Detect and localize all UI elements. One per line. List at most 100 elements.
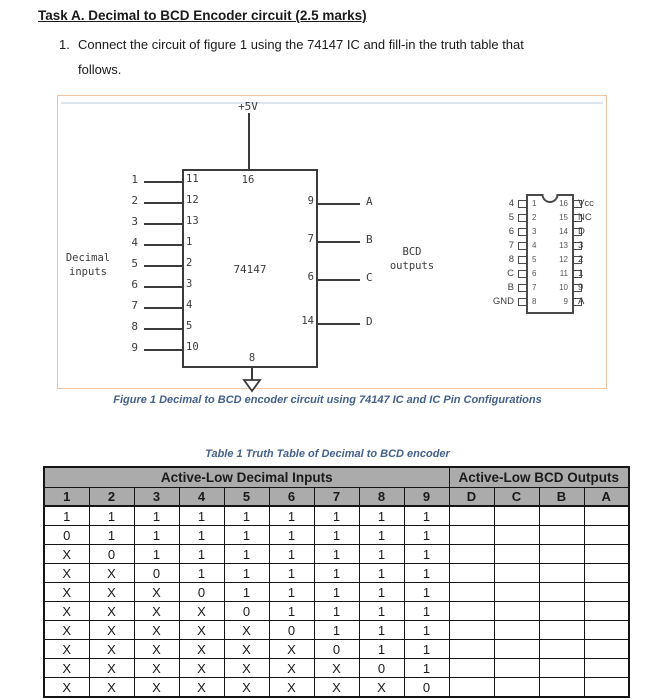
- input-cell: 1: [403, 525, 450, 545]
- output-cell-empty: [583, 658, 630, 678]
- input-cell: X: [88, 677, 135, 698]
- group-header-inputs: Active-Low Decimal Inputs: [43, 466, 450, 488]
- input-cell: X: [43, 639, 90, 659]
- output-pin-number: 7: [307, 233, 314, 245]
- input-wire: [144, 265, 182, 267]
- column-header: A: [583, 487, 630, 507]
- group-header-row: Active-Low Decimal Inputs Active-Low BCD…: [43, 466, 630, 488]
- input-cell: 1: [268, 525, 315, 545]
- dip-pin-stub-right: [573, 200, 582, 208]
- dip-pin-label-left: 7: [508, 240, 514, 251]
- dip-pin-label-left: GND: [492, 296, 514, 307]
- dip-pin-label-left: 5: [508, 212, 514, 223]
- dip-pin-stub-right: [573, 284, 582, 292]
- input-cell: 1: [403, 658, 450, 678]
- output-cell-empty: [493, 601, 540, 621]
- instruction-text: Connect the circuit of figure 1 using th…: [78, 37, 524, 77]
- input-cell: 1: [178, 525, 225, 545]
- output-cell-empty: [493, 505, 540, 526]
- group-header-outputs: Active-Low BCD Outputs: [448, 466, 630, 488]
- output-wire: [318, 323, 360, 325]
- dip-pin-label-right: NC: [578, 212, 592, 223]
- bcd-outputs-label: BCD outputs: [389, 246, 435, 272]
- output-cell-empty: [493, 658, 540, 678]
- dip-pin-stub-right: [573, 256, 582, 264]
- column-header: 6: [268, 487, 315, 507]
- input-cell: 1: [223, 582, 270, 602]
- input-cell: 1: [268, 582, 315, 602]
- output-cell-empty: [583, 505, 630, 526]
- input-cell: X: [43, 544, 90, 564]
- dip-pin-label-left: 4: [508, 198, 514, 209]
- output-wire: [318, 203, 360, 205]
- input-cell: X: [133, 601, 180, 621]
- input-cell: 1: [403, 505, 450, 526]
- input-cell: 1: [358, 601, 405, 621]
- output-cell-empty: [448, 525, 495, 545]
- input-cell: X: [88, 639, 135, 659]
- input-cell: X: [133, 639, 180, 659]
- input-cell: X: [43, 563, 90, 583]
- input-digit: 5: [131, 257, 138, 270]
- input-cell: 1: [223, 544, 270, 564]
- input-digit: 2: [131, 194, 138, 207]
- input-cell: X: [88, 620, 135, 640]
- output-pin-number: 14: [301, 315, 314, 327]
- power-wire: [248, 113, 250, 170]
- input-cell: 1: [403, 582, 450, 602]
- dip-pin-number-left: 7: [532, 283, 537, 292]
- output-cell-empty: [448, 601, 495, 621]
- input-pin-number: 5: [186, 320, 193, 332]
- input-cell: X: [268, 658, 315, 678]
- column-header: B: [538, 487, 585, 507]
- output-cell-empty: [538, 563, 585, 583]
- input-cell: 1: [403, 601, 450, 621]
- power-label: +5V: [238, 100, 258, 113]
- dip-pin-number-right: 9: [563, 297, 568, 306]
- output-cell-empty: [493, 525, 540, 545]
- output-cell-empty: [583, 677, 630, 698]
- input-cell: 1: [223, 505, 270, 526]
- input-pin-number: 4: [186, 299, 193, 311]
- dip-pin-number-left: 3: [532, 227, 537, 236]
- output-cell-empty: [493, 582, 540, 602]
- dip-pin-label-left: 8: [508, 254, 514, 265]
- input-cell: X: [358, 677, 405, 698]
- input-cell: X: [223, 658, 270, 678]
- input-cell: X: [43, 658, 90, 678]
- input-cell: 1: [358, 563, 405, 583]
- input-cell: X: [223, 639, 270, 659]
- output-wire: [318, 279, 360, 281]
- dip-pin-number-right: 12: [559, 255, 568, 264]
- input-wire: [144, 223, 182, 225]
- output-cell-empty: [448, 563, 495, 583]
- output-cell-empty: [538, 582, 585, 602]
- input-cell: 1: [88, 525, 135, 545]
- input-cell: 1: [313, 601, 360, 621]
- dip-pin-stub-left: [518, 284, 527, 292]
- figure-caption: Figure 1 Decimal to BCD encoder circuit …: [113, 394, 542, 406]
- input-cell: X: [223, 677, 270, 698]
- input-cell: 1: [268, 505, 315, 526]
- input-pin-number: 13: [186, 215, 199, 227]
- input-cell: 1: [403, 639, 450, 659]
- dip-pin-label-left: C: [507, 268, 514, 279]
- input-cell: 1: [313, 544, 360, 564]
- input-cell: X: [178, 601, 225, 621]
- dip-pin-stub-right: [573, 228, 582, 236]
- input-cell: 1: [403, 620, 450, 640]
- input-cell: X: [223, 620, 270, 640]
- output-cell-empty: [493, 639, 540, 659]
- input-cell: X: [43, 620, 90, 640]
- input-cell: 0: [403, 677, 450, 698]
- input-cell: 1: [358, 505, 405, 526]
- input-pin-number: 2: [186, 257, 193, 269]
- column-header: 7: [313, 487, 360, 507]
- input-cell: 1: [133, 544, 180, 564]
- dip-pin-stub-left: [518, 214, 527, 222]
- input-wire: [144, 286, 182, 288]
- column-header: 8: [358, 487, 405, 507]
